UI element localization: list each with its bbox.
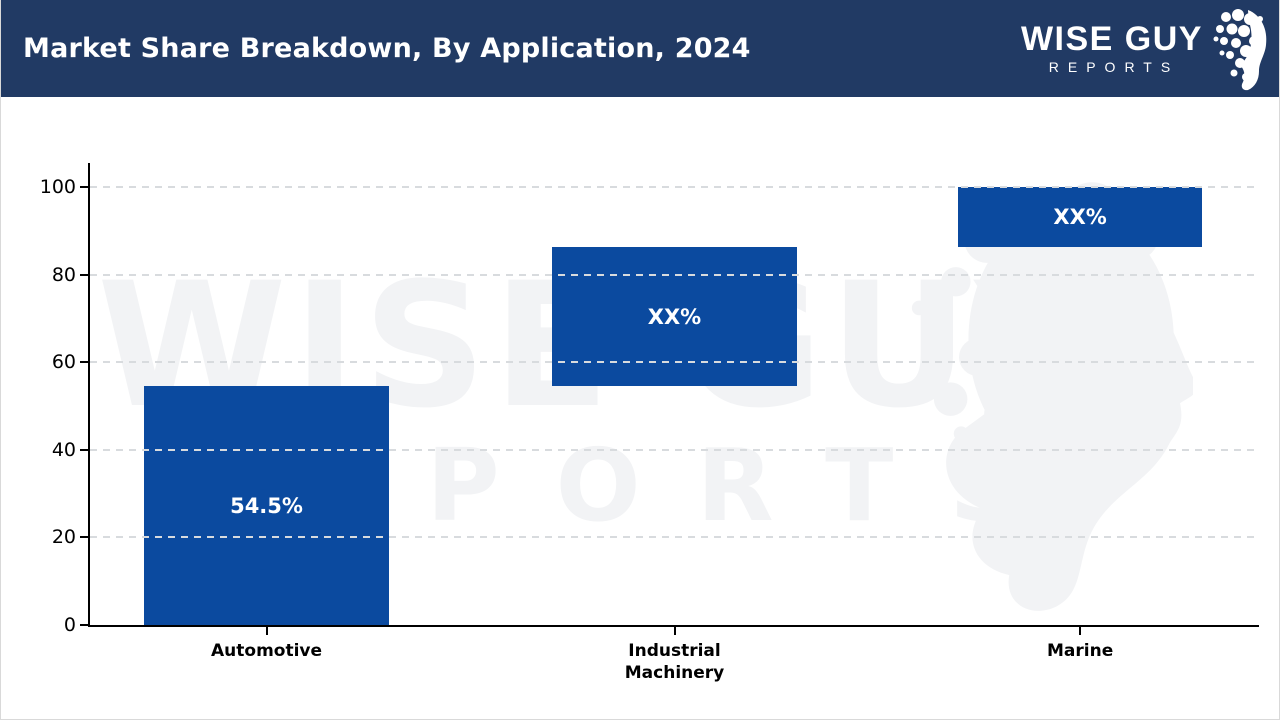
waterfall-chart: WISE GUY REPORTS 0 20 40 60 80 100 54.5% Automo… — [1, 97, 1279, 719]
x-axis-label-automotive: Automotive — [211, 641, 323, 661]
y-tick-mark-20 — [80, 536, 88, 539]
gridline-80 — [90, 273, 1259, 276]
y-tick-label-60: 60 — [51, 351, 76, 374]
y-tick-mark-80 — [80, 273, 88, 276]
dotted-head-profile-icon — [1213, 8, 1267, 90]
x-axis-label-industrial-machinery: Industrial Machinery — [624, 641, 725, 683]
y-tick-mark-60 — [80, 361, 88, 364]
y-tick-label-80: 80 — [51, 263, 76, 286]
y-tick-label-40: 40 — [51, 438, 76, 461]
gridline-40 — [90, 448, 1259, 451]
gridline-20 — [90, 536, 1259, 539]
logo-text: WISE GUY REPORTS — [1021, 22, 1203, 75]
y-tick-label-0: 0 — [63, 614, 76, 636]
gridline-100 — [90, 186, 1259, 189]
brand-logo: WISE GUY REPORTS — [1021, 7, 1279, 91]
x-tick-mark-automotive — [265, 627, 268, 635]
logo-secondary-text: REPORTS — [1048, 59, 1180, 75]
plot-area: 0 20 40 60 80 100 54.5% Automotive XX% Industrial… — [40, 163, 1259, 683]
bar-value-label-industrial-machinery: XX% — [647, 304, 702, 329]
y-tick-label-20: 20 — [51, 526, 76, 549]
bar-automotive — [144, 386, 389, 625]
page-title: Market Share Breakdown, By Application, … — [23, 33, 751, 64]
x-tick-mark-industrial-machinery — [673, 627, 676, 635]
y-tick-label-100: 100 — [39, 176, 76, 199]
y-tick-mark-40 — [80, 448, 88, 451]
y-tick-mark-100 — [80, 186, 88, 189]
x-tick-mark-marine — [1079, 627, 1082, 635]
header-band: Market Share Breakdown, By Application, … — [1, 0, 1279, 97]
gridline-60 — [90, 361, 1259, 364]
y-tick-mark-0 — [80, 624, 88, 626]
x-axis-label-marine: Marine — [1047, 641, 1114, 661]
bar-value-label-automotive: 54.5% — [230, 493, 303, 518]
logo-primary-text: WISE GUY — [1020, 20, 1203, 58]
bar-value-label-marine: XX% — [1053, 204, 1107, 229]
